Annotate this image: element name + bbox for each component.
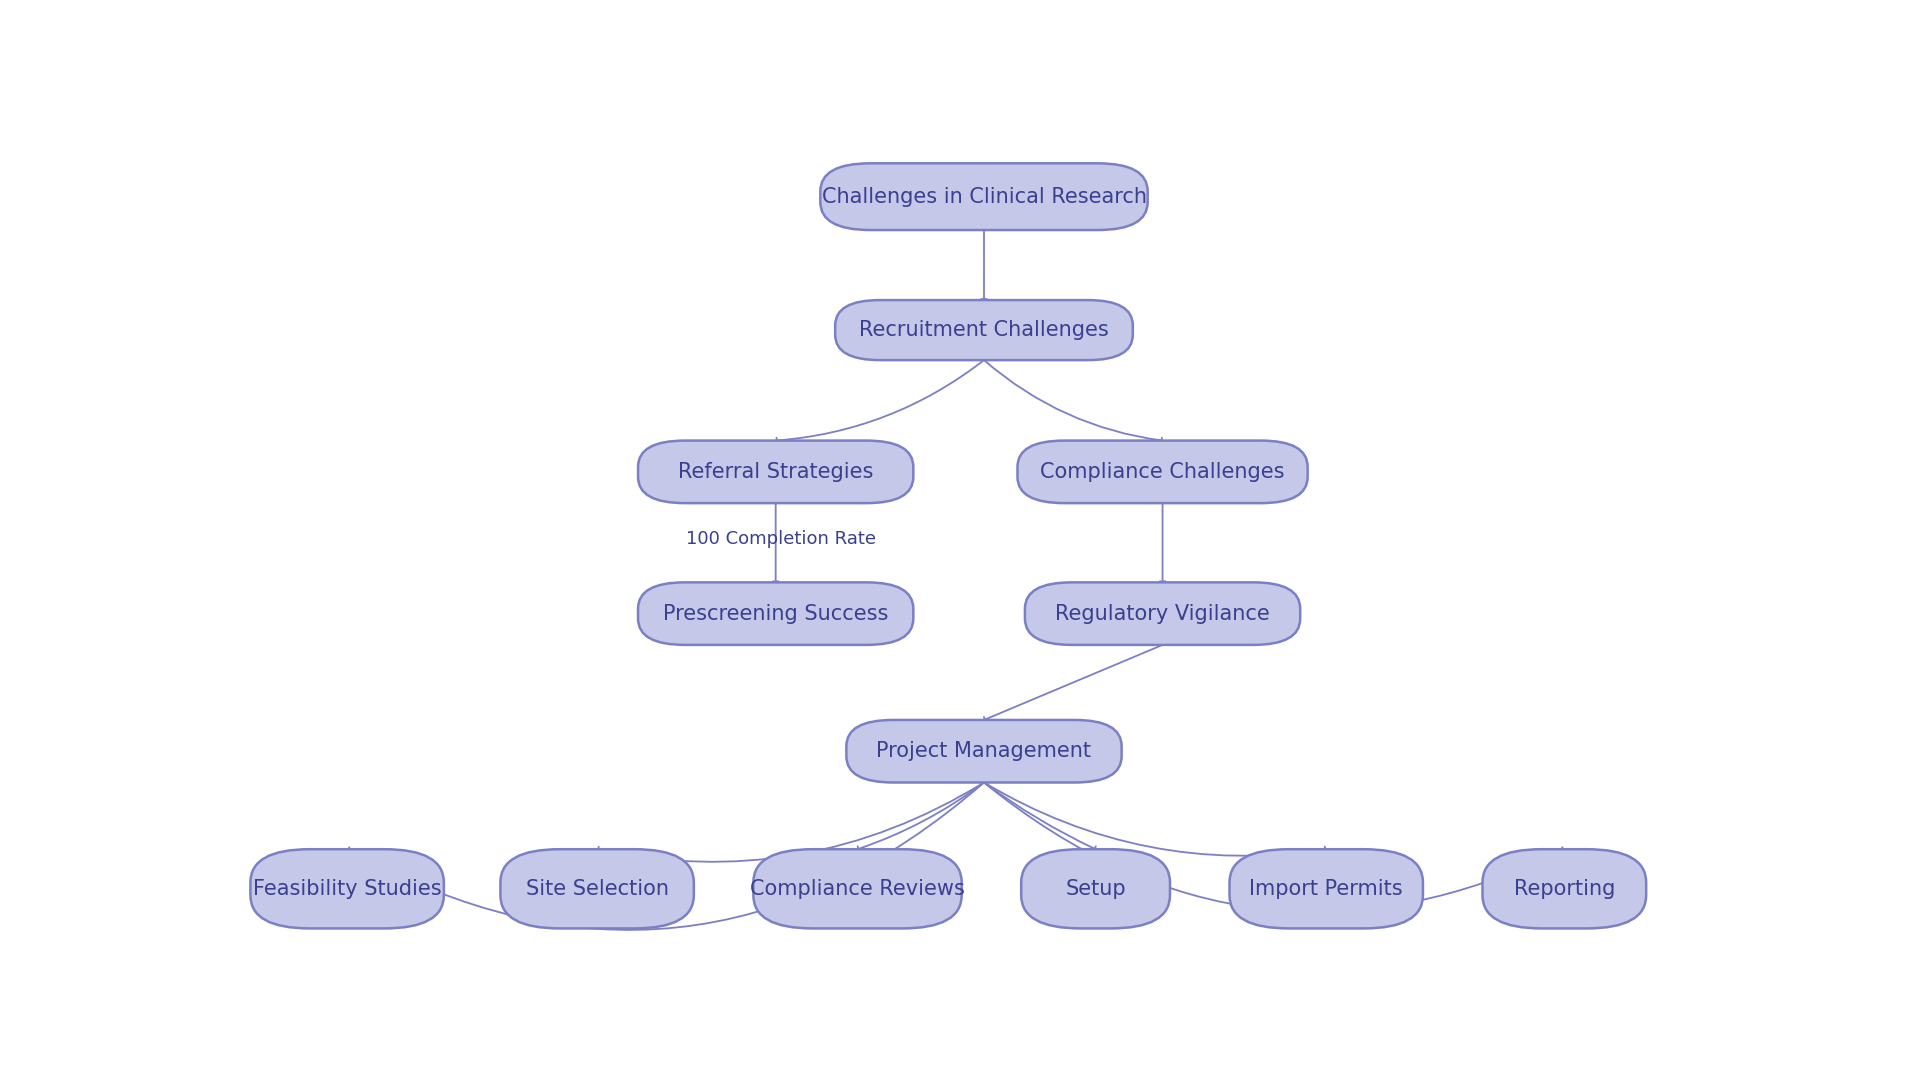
- FancyBboxPatch shape: [501, 849, 693, 928]
- Text: Prescreening Success: Prescreening Success: [662, 603, 889, 624]
- FancyBboxPatch shape: [835, 300, 1133, 361]
- FancyBboxPatch shape: [637, 441, 914, 504]
- FancyBboxPatch shape: [1229, 849, 1423, 928]
- FancyBboxPatch shape: [847, 720, 1121, 783]
- Text: Recruitment Challenges: Recruitment Challenges: [858, 321, 1110, 340]
- Text: Regulatory Vigilance: Regulatory Vigilance: [1056, 603, 1269, 624]
- FancyBboxPatch shape: [753, 849, 962, 928]
- FancyBboxPatch shape: [250, 849, 444, 928]
- FancyBboxPatch shape: [820, 164, 1148, 230]
- Text: Reporting: Reporting: [1513, 878, 1615, 899]
- FancyBboxPatch shape: [637, 583, 914, 644]
- FancyBboxPatch shape: [1482, 849, 1645, 928]
- FancyBboxPatch shape: [1021, 849, 1169, 928]
- FancyBboxPatch shape: [1018, 441, 1308, 504]
- Text: Compliance Reviews: Compliance Reviews: [751, 878, 966, 899]
- Text: Import Permits: Import Permits: [1250, 878, 1404, 899]
- Text: Referral Strategies: Referral Strategies: [678, 461, 874, 482]
- Text: Site Selection: Site Selection: [526, 878, 668, 899]
- FancyBboxPatch shape: [1025, 583, 1300, 644]
- Text: Challenges in Clinical Research: Challenges in Clinical Research: [822, 186, 1146, 207]
- Text: Feasibility Studies: Feasibility Studies: [253, 878, 442, 899]
- Text: 100 Completion Rate: 100 Completion Rate: [687, 530, 876, 548]
- Text: Compliance Challenges: Compliance Challenges: [1041, 461, 1284, 482]
- Text: Setup: Setup: [1066, 878, 1125, 899]
- Text: Project Management: Project Management: [877, 741, 1091, 761]
